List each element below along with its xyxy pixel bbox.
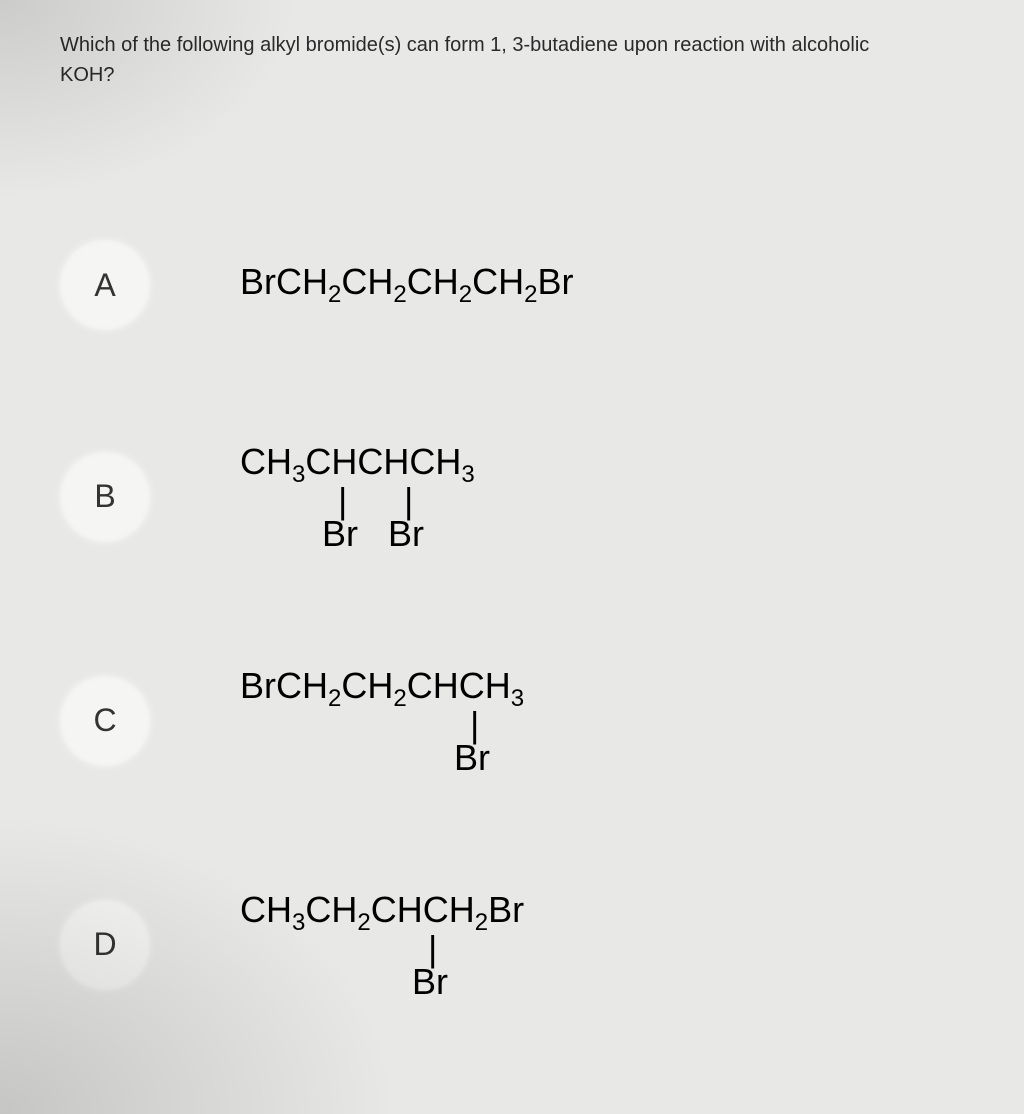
formula-bond-line: || [240,490,475,514]
formula-main-line: BrCH2CH2CHCH3 [240,664,524,714]
option-d-circle[interactable]: D [60,900,150,990]
formula-substituent-line: Br [240,962,524,1002]
option-a-letter: A [94,267,115,304]
bond-bar: | [470,714,479,736]
formula-substituent-line: Br Br [240,514,475,554]
option-b-formula: CH3CHCHCH3||BrBr [240,440,475,554]
formula-bond-line: | [240,938,524,962]
option-c-letter: C [93,702,116,739]
bond-bar: | [338,490,347,512]
formula-main-line: CH3CHCHCH3 [240,440,475,490]
bond-label: Br [454,738,490,778]
option-row-c: C BrCH2CH2CHCH3|Br [60,664,964,778]
option-a-formula: BrCH2CH2CH2CH2Br [240,260,573,310]
bond-bar: | [404,490,413,512]
formula-bond-line: | [240,714,524,738]
bond-bar: | [428,938,437,960]
formula-main-line: CH3CH2CHCH2Br [240,888,524,938]
option-row-b: B CH3CHCHCH3||BrBr [60,440,964,554]
option-b-circle[interactable]: B [60,452,150,542]
formula-substituent-line: Br [240,738,524,778]
question-text: Which of the following alkyl bromide(s) … [60,30,964,90]
bond-label: Br [412,962,448,1002]
option-row-a: A BrCH2CH2CH2CH2Br [60,240,964,330]
option-c-formula: BrCH2CH2CHCH3|Br [240,664,524,778]
option-a-circle[interactable]: A [60,240,150,330]
option-d-formula: CH3CH2CHCH2Br|Br [240,888,524,1002]
option-row-d: D CH3CH2CHCH2Br|Br [60,888,964,1002]
bond-label: Br [322,514,358,554]
option-d-letter: D [93,926,116,963]
options-container: A BrCH2CH2CH2CH2Br B CH3CHCHCH3||BrBr C … [60,240,964,1002]
bond-label: Br [388,514,424,554]
option-b-letter: B [94,478,115,515]
option-c-circle[interactable]: C [60,676,150,766]
